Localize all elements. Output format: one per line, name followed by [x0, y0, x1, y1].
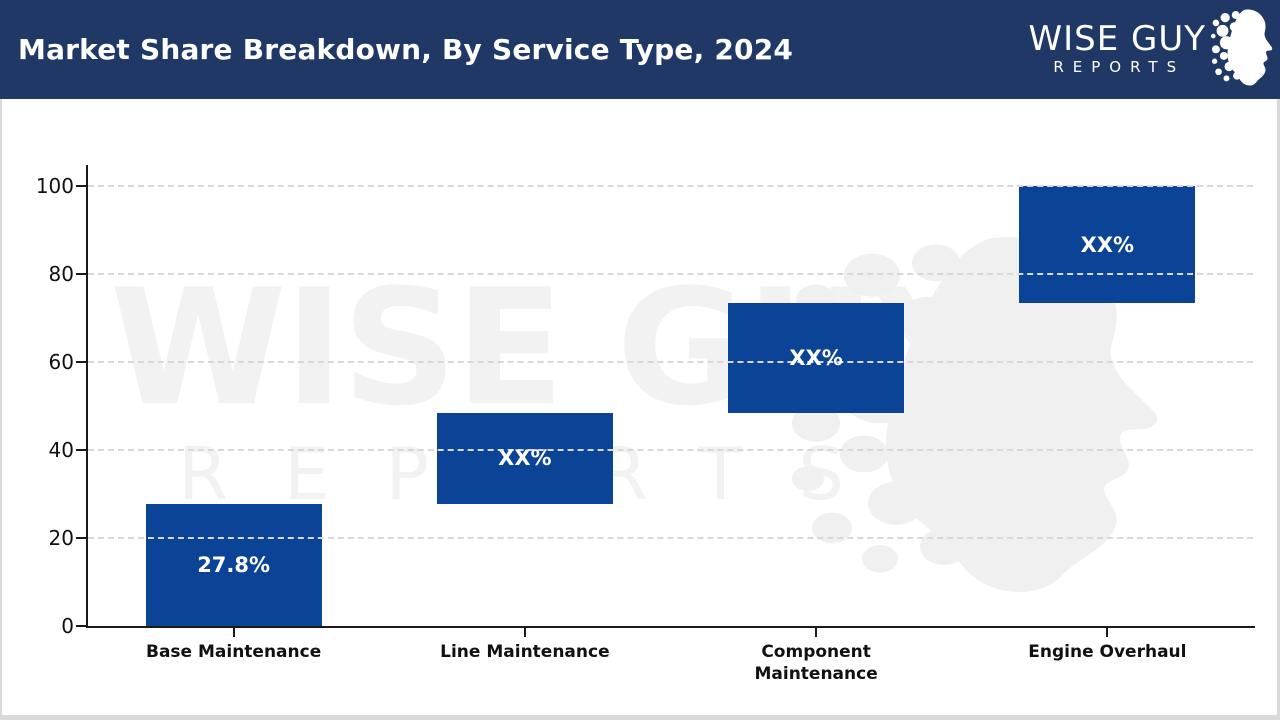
frame-edge-bottom: [0, 715, 1280, 720]
bar-segment: [728, 303, 905, 414]
y-axis-tick: [76, 537, 87, 539]
y-axis-tick-label: 100: [35, 174, 74, 198]
x-axis-line: [86, 626, 1255, 628]
y-axis-tick: [76, 361, 87, 363]
brand-name: WISE GUY: [1028, 18, 1206, 59]
gridline: [88, 273, 1253, 275]
brand-subname: REPORTS: [1053, 57, 1186, 76]
bar-segment: [1019, 186, 1196, 304]
bar-value-label: XX%: [498, 446, 552, 471]
bar-segment: [436, 413, 613, 504]
gridline: [88, 361, 1253, 363]
x-axis-tick: [815, 628, 818, 637]
brand-logo-text: WISE GUY REPORTS: [1028, 21, 1206, 76]
bar-value-label: XX%: [789, 346, 843, 371]
y-axis-tick: [76, 273, 87, 275]
y-axis-tick-label: 60: [48, 350, 74, 374]
frame-edge-right: [1277, 99, 1280, 715]
gridline: [88, 449, 1253, 451]
header-band: Market Share Breakdown, By Service Type,…: [0, 0, 1280, 99]
x-axis-category-label: Line Maintenance: [440, 642, 610, 662]
gridline: [88, 537, 1253, 539]
chart-title: Market Share Breakdown, By Service Type,…: [18, 33, 794, 66]
gridline: [88, 185, 1253, 187]
y-axis-tick: [76, 449, 87, 451]
y-axis-tick-label: 20: [48, 526, 74, 550]
x-axis-tick: [1106, 628, 1109, 637]
x-axis-category-label: Engine Overhaul: [1028, 642, 1187, 662]
x-axis-tick: [232, 628, 235, 637]
bar-value-label: 27.8%: [197, 552, 271, 577]
frame-edge-left: [0, 99, 2, 715]
bar-segment: [145, 503, 322, 626]
y-axis-tick-label: 0: [61, 614, 74, 638]
x-axis-category-label: Component Maintenance: [754, 642, 878, 684]
y-axis-line: [86, 165, 88, 628]
brand-logo: WISE GUY REPORTS: [1028, 8, 1274, 88]
y-axis-tick-label: 40: [48, 438, 74, 462]
bar-value-label: XX%: [1080, 232, 1135, 257]
y-axis-tick: [76, 185, 87, 187]
x-axis-tick: [523, 628, 526, 637]
y-axis-tick: [76, 625, 87, 627]
x-axis-category-label: Base Maintenance: [145, 642, 322, 662]
y-axis-tick-label: 80: [48, 262, 74, 286]
